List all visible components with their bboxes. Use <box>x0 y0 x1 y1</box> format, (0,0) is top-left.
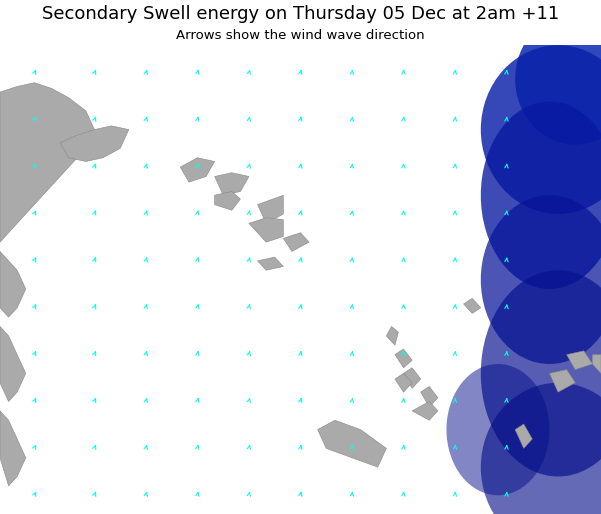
Text: Arrows show the wind wave direction: Arrows show the wind wave direction <box>176 29 425 42</box>
Text: Secondary Swell energy on Thursday 05 Dec at 2am +11: Secondary Swell energy on Thursday 05 De… <box>42 6 559 24</box>
Ellipse shape <box>481 383 601 514</box>
Ellipse shape <box>447 364 549 495</box>
Ellipse shape <box>481 45 601 214</box>
Ellipse shape <box>481 270 601 476</box>
Ellipse shape <box>515 13 601 144</box>
Ellipse shape <box>481 195 601 364</box>
Ellipse shape <box>481 101 601 289</box>
